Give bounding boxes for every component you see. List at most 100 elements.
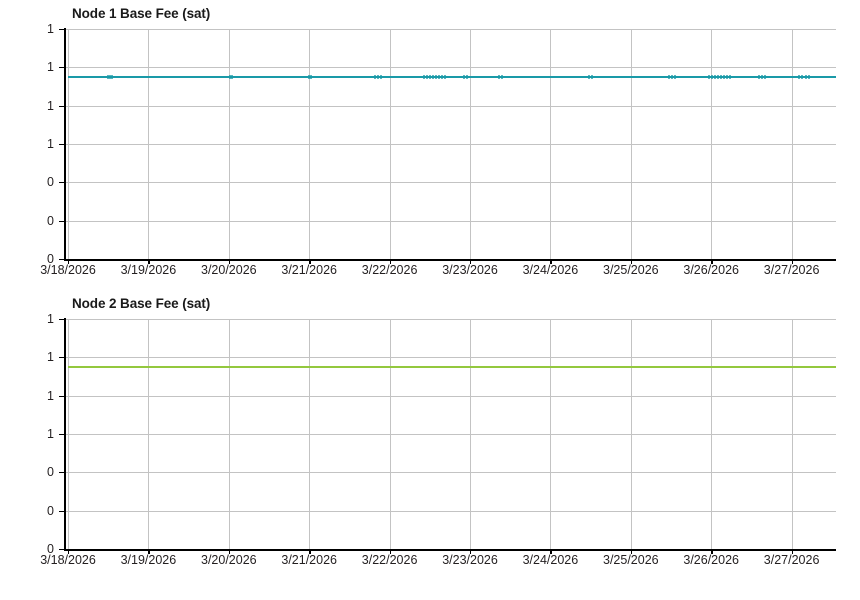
series-point-marker (426, 75, 428, 79)
series-point-marker (308, 75, 310, 79)
series-point-marker (380, 75, 382, 79)
gridline-vertical (228, 319, 230, 549)
x-axis-line (64, 549, 836, 551)
series-point-marker (501, 75, 503, 79)
series-point-marker (764, 75, 766, 79)
gridline-horizontal (65, 29, 836, 30)
gridline-vertical (550, 29, 552, 259)
x-axis-tick-mark (550, 549, 552, 554)
x-axis-tick-mark (68, 549, 70, 554)
series-point-marker (466, 75, 468, 79)
gridline-vertical (389, 319, 391, 549)
series-point-marker (708, 75, 710, 79)
x-axis-tick-label: 3/24/2026 (522, 263, 579, 277)
x-axis-tick-label: 3/22/2026 (361, 263, 418, 277)
gridline-vertical (389, 29, 391, 259)
x-axis-tick-label: 3/20/2026 (200, 263, 257, 277)
x-axis-tick-mark (389, 259, 391, 264)
y-axis-tick-label: 0 (47, 174, 54, 189)
x-axis-tick-label: 3/25/2026 (602, 553, 659, 567)
x-axis-tick-mark (309, 549, 311, 554)
x-axis-tick-mark (711, 259, 713, 264)
series-point-marker (498, 75, 500, 79)
series-point-marker (588, 75, 590, 79)
x-axis-line (64, 259, 836, 261)
x-axis-tick-mark (148, 549, 150, 554)
series-point-marker (441, 75, 443, 79)
x-axis-tick-mark (550, 259, 552, 264)
series-point-marker (758, 75, 760, 79)
y-axis-tick-mark (59, 182, 65, 184)
x-axis-tick-label: 3/27/2026 (763, 553, 820, 567)
gridline-vertical (630, 319, 632, 549)
series-point-marker (374, 75, 376, 79)
gridline-horizontal (65, 144, 836, 145)
gridline-vertical (630, 29, 632, 259)
series-point-marker (435, 75, 437, 79)
x-axis-tick-label: 3/22/2026 (361, 553, 418, 567)
gridline-vertical (228, 29, 230, 259)
series-point-marker (229, 75, 231, 79)
x-axis-tick-mark (630, 549, 633, 554)
series-point-marker (717, 75, 719, 79)
x-axis-tick-label: 3/18/2026 (40, 263, 96, 277)
series-point-marker (463, 75, 465, 79)
series-point-marker (805, 75, 807, 79)
gridline-horizontal (65, 511, 836, 512)
plot-area (65, 319, 836, 549)
series-point-marker (761, 75, 763, 79)
x-axis-tick-mark (470, 549, 472, 554)
x-axis-tick-mark (309, 259, 311, 264)
x-axis-tick-mark (711, 549, 713, 554)
gridline-horizontal (65, 434, 836, 435)
series-point-marker (798, 75, 800, 79)
series-line (68, 366, 836, 369)
gridline-vertical (711, 29, 713, 259)
chart-title: Node 1 Base Fee (sat) (72, 6, 211, 21)
x-axis-tick-mark (470, 259, 472, 264)
chart-panel-node-1: Node 1 Base Fee (sat) 1 1 1 1 0 0 0 3/18/2026 3/1… (0, 0, 860, 290)
y-axis-tick-label: 1 (47, 388, 54, 403)
y-axis-tick-label: 0 (47, 251, 54, 266)
series-point-marker (432, 75, 434, 79)
y-axis-tick-mark (59, 259, 65, 261)
x-axis-tick-mark (148, 259, 150, 264)
y-axis-tick-label: 0 (47, 464, 54, 479)
series-point-marker (668, 75, 670, 79)
x-axis-tick-label: 3/21/2026 (281, 263, 337, 277)
gridline-horizontal (65, 182, 836, 183)
series-point-marker (729, 75, 731, 79)
series-point-marker (231, 75, 233, 79)
x-axis-tick-mark (791, 259, 793, 264)
y-axis-tick-mark (59, 319, 65, 321)
y-axis-tick-mark (59, 549, 65, 551)
y-axis-tick-label: 0 (47, 503, 54, 518)
gridline-vertical (470, 319, 471, 549)
y-axis-tick-label: 1 (47, 21, 54, 36)
gridline-horizontal (65, 221, 836, 222)
x-axis-tick-label: 3/21/2026 (281, 553, 337, 567)
x-axis-tick-mark (630, 259, 633, 264)
gridline-vertical (791, 319, 793, 549)
x-axis-tick-mark (68, 259, 70, 264)
x-axis-tick-mark (791, 549, 793, 554)
series-line (68, 76, 836, 79)
gridline-vertical (309, 319, 311, 549)
x-axis-tick-label: 3/26/2026 (683, 263, 739, 277)
y-axis-tick-label: 1 (47, 426, 54, 441)
y-axis-tick-label: 1 (47, 311, 54, 326)
gridline-horizontal (65, 357, 836, 358)
y-axis-tick-label: 1 (47, 98, 54, 113)
y-axis-tick-mark (59, 106, 65, 108)
series-point-marker (310, 75, 312, 79)
gridline-vertical (470, 29, 471, 259)
series-point-marker (109, 75, 111, 79)
y-axis-tick-mark (59, 511, 65, 513)
y-axis-tick-mark (59, 67, 65, 69)
series-point-marker (671, 75, 673, 79)
series-point-marker (801, 75, 803, 79)
series-point-marker (423, 75, 425, 79)
y-axis-tick-mark (59, 29, 65, 31)
series-point-marker (438, 75, 440, 79)
series-point-marker (444, 75, 446, 79)
